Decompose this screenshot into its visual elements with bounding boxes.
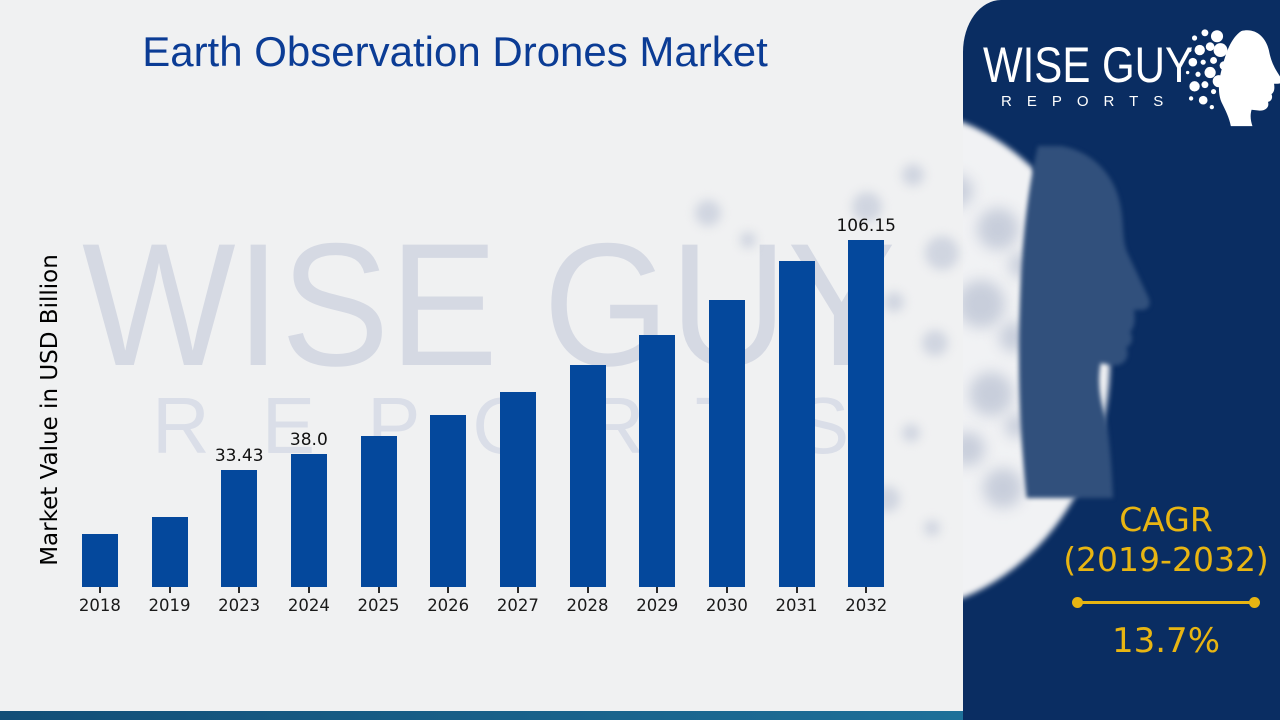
sidebar: WISE GUY REPORTS CAGR (2019-2032): [963, 0, 1280, 720]
x-axis-tick: [795, 587, 798, 593]
watermark-dot: [884, 292, 904, 312]
x-axis-tick: [307, 587, 310, 593]
cagr-label: CAGR: [1119, 500, 1213, 539]
bar-slot-2027: 2027: [483, 216, 553, 615]
x-tick-label-2031: 2031: [775, 596, 818, 615]
bar-chart: 2018 2019 33.43 2023 38.0 2024 2025 2026 2027 202…: [65, 216, 901, 615]
cagr-underline: [1072, 597, 1260, 609]
bar-2031: [778, 260, 815, 587]
bar-value-label-2023: 33.43: [214, 446, 264, 467]
x-axis-tick: [516, 587, 519, 593]
watermark-dot: [969, 372, 1013, 416]
x-tick-label-2030: 2030: [705, 596, 748, 615]
watermark-dot: [963, 175, 973, 207]
bar-2024: [290, 454, 327, 587]
bar-2030: [708, 300, 745, 587]
bar-value-label-2032: 106.15: [836, 216, 896, 236]
cagr-range: (2019-2032): [1063, 539, 1269, 579]
x-tick-label-2032: 2032: [845, 596, 888, 615]
x-axis-tick: [238, 587, 241, 593]
x-axis-tick: [377, 587, 380, 593]
x-axis-tick: [656, 587, 659, 593]
watermark-dot: [925, 236, 959, 270]
x-axis-tick: [586, 587, 589, 593]
face-silhouette-watermark: [1019, 146, 1150, 498]
x-tick-label-2028: 2028: [566, 596, 609, 615]
watermark-dot: [977, 208, 1019, 250]
bar-slot-2026: 2026: [413, 216, 483, 615]
watermark-dot: [983, 468, 1023, 508]
watermark-wiseguy-text: WISE GUY: [82, 208, 896, 403]
bar-2032: [848, 240, 885, 587]
chart-area: WISE GUY REPORTS Earth Observation Drone…: [0, 28, 963, 720]
cagr-block: CAGR (2019-2032) 13.7%: [1061, 500, 1271, 661]
x-tick-label-2024: 2024: [287, 596, 330, 615]
watermark-dot: [963, 280, 1005, 328]
brand-subtitle: REPORTS: [1001, 93, 1179, 110]
x-axis-tick: [865, 587, 868, 593]
cagr-value: 13.7%: [1111, 621, 1220, 662]
watermark-dot: [922, 330, 948, 356]
x-tick-label-2019: 2019: [148, 596, 191, 615]
bar-value-label-2024: 38.0: [289, 430, 328, 451]
bar-slot-2030: 2030: [692, 216, 762, 615]
x-axis-tick: [98, 587, 101, 593]
bar-2018: [81, 534, 118, 587]
bar-slot-2032: 106.15 2032: [831, 216, 901, 615]
brand-name: WISE GUY: [983, 37, 1194, 93]
brand-logo: WISE GUY REPORTS: [981, 29, 1280, 135]
x-tick-label-2026: 2026: [427, 596, 470, 615]
bar-slot-2018: 2018: [65, 216, 135, 615]
x-tick-label-2027: 2027: [496, 596, 539, 615]
x-axis-tick: [168, 587, 171, 593]
y-axis-label: Market Value in USD Billion: [37, 254, 63, 566]
bar-slot-2024: 38.0 2024: [274, 216, 344, 615]
watermark-dot: [902, 424, 920, 442]
watermark-dot: [740, 232, 756, 248]
x-tick-label-2025: 2025: [357, 596, 400, 615]
bar-2027: [499, 391, 536, 587]
watermark-dot: [902, 164, 924, 186]
bar-slot-2025: 2025: [344, 216, 414, 615]
watermark-dot: [963, 432, 985, 466]
bar-2029: [639, 334, 676, 587]
x-tick-label-2029: 2029: [636, 596, 679, 615]
bar-slot-2023: 33.43 2023: [204, 216, 274, 615]
x-axis-tick: [725, 587, 728, 593]
watermark-dot: [695, 200, 721, 226]
watermark-dot: [924, 520, 940, 536]
x-tick-label-2023: 2023: [218, 596, 261, 615]
bar-2023: [221, 470, 258, 587]
x-axis-tick: [447, 587, 450, 593]
bar-2025: [360, 436, 397, 587]
bar-2028: [569, 365, 606, 587]
bar-2019: [151, 517, 188, 587]
bar-slot-2019: 2019: [135, 216, 205, 615]
brand-face-icon: [1185, 29, 1280, 127]
bar-2026: [430, 415, 467, 587]
bar-slot-2031: 2031: [762, 216, 832, 615]
watermark-dot: [852, 192, 882, 222]
x-tick-label-2018: 2018: [78, 596, 121, 615]
bar-slot-2029: 2029: [622, 216, 692, 615]
bar-slot-2028: 2028: [553, 216, 623, 615]
bottom-accent-bar: [0, 711, 963, 720]
page-title: Earth Observation Drones Market: [142, 28, 768, 75]
